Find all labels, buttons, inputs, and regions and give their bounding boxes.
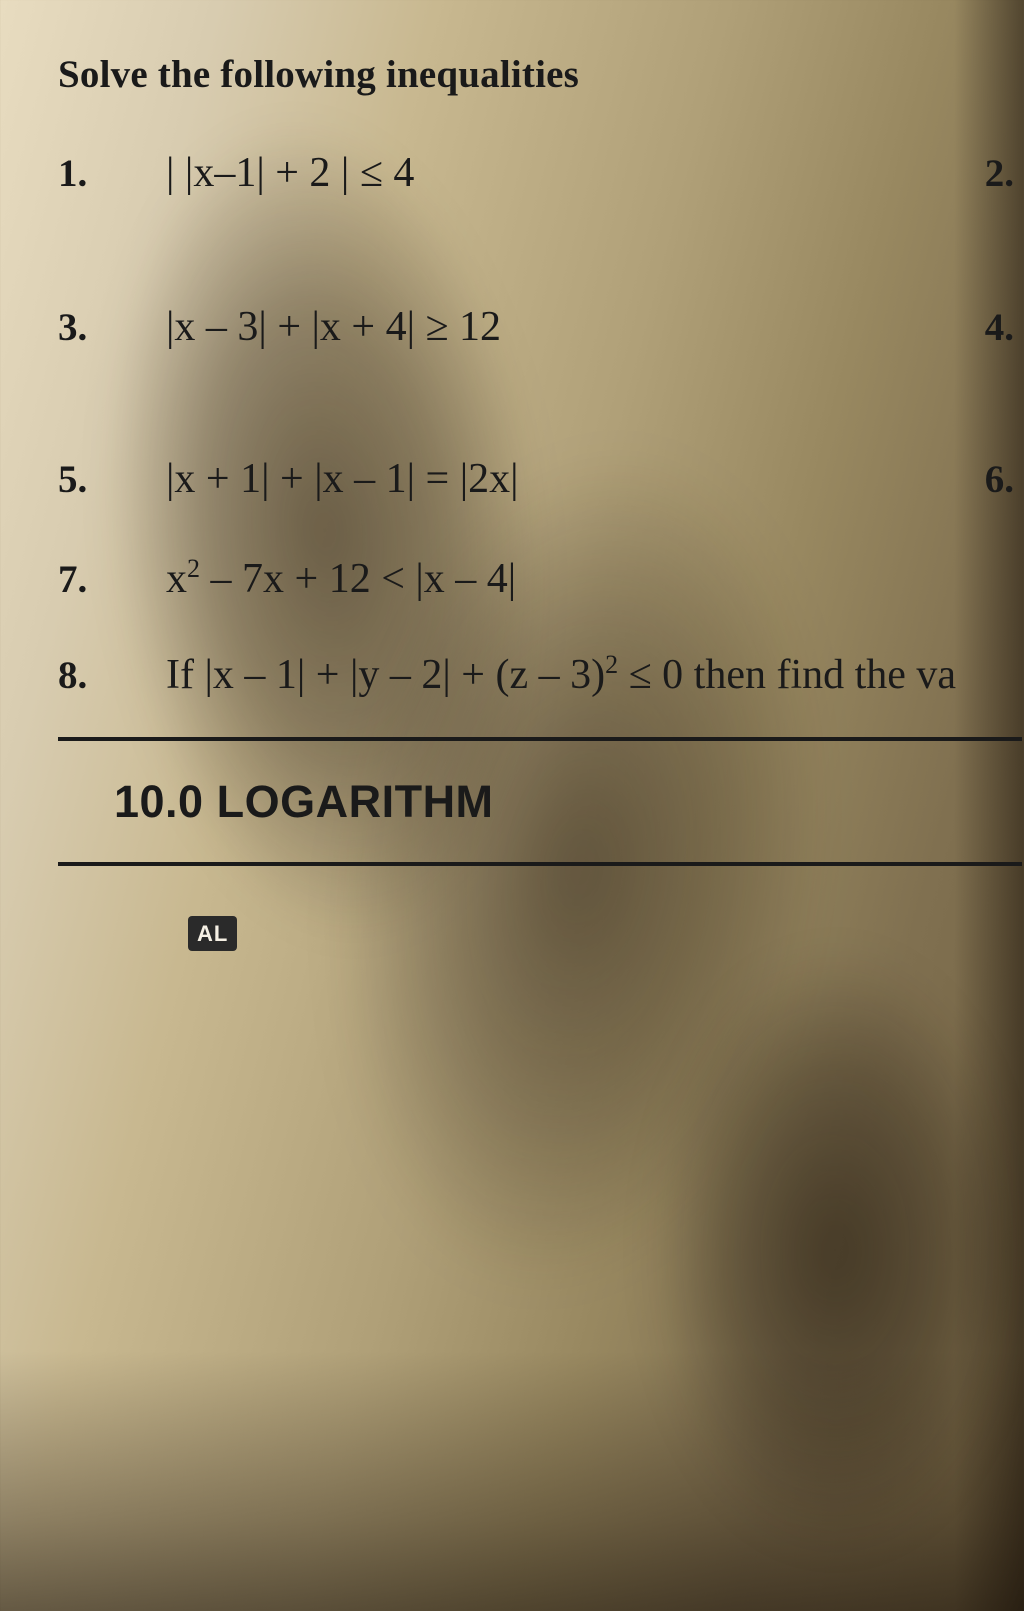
problem-row: 5. |x + 1| + |x – 1| = |2x| 6. [58,455,1018,503]
problem-number: 2. [968,151,1018,196]
problem-row: 7. x2 – 7x + 12 < |x – 4| [58,555,1018,603]
problem-body: | |x–1| + 2 | ≤ 4 [166,149,968,197]
problem-number: 3. [58,305,166,350]
problem-body: x2 – 7x + 12 < |x – 4| [166,555,968,603]
problem-row: 3. |x – 3| + |x + 4| ≥ 12 4. [58,303,1018,351]
problem-number: 1. [58,151,166,196]
horizontal-rule [58,862,1022,866]
horizontal-rule [58,737,1022,741]
problem-row: 1. | |x–1| + 2 | ≤ 4 2. [58,149,1018,197]
textbook-page: Solve the following inequalities 1. | |x… [0,0,1024,1611]
problem-number: 5. [58,457,166,502]
problem-body: If |x – 1| + |y – 2| + (z – 3)2 ≤ 0 then… [166,651,1018,699]
problem-number: 8. [58,653,166,698]
problem-body: |x + 1| + |x – 1| = |2x| [166,455,968,503]
problem-list: 1. | |x–1| + 2 | ≤ 4 2. 3. |x – 3| + |x … [58,149,1018,727]
section-title: 10.0 LOGARITHM [114,776,1018,828]
problem-body: |x – 3| + |x + 4| ≥ 12 [166,303,968,351]
problem-number: 6. [968,457,1018,502]
problem-number: 7. [58,557,166,602]
footer-badge: AL [188,916,237,951]
page-heading: Solve the following inequalities [58,52,1018,97]
problem-row: 8. If |x – 1| + |y – 2| + (z – 3)2 ≤ 0 t… [58,651,1018,699]
problem-number: 4. [968,305,1018,350]
